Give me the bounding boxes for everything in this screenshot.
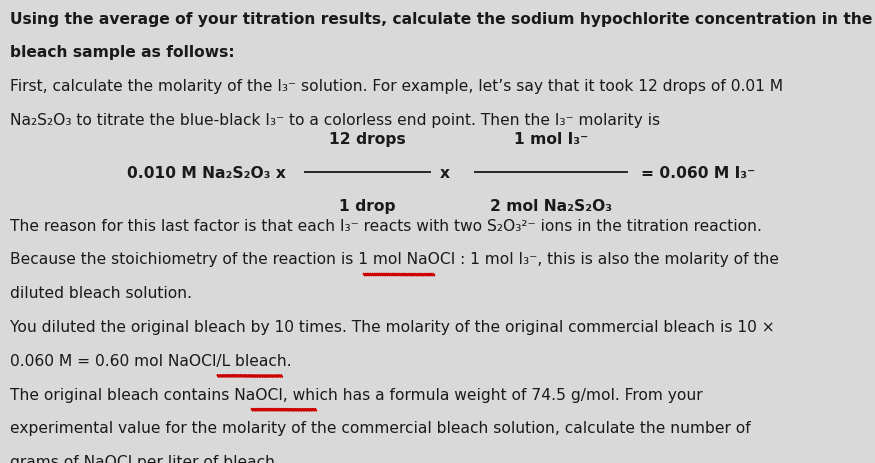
Text: Because the stoichiometry of the reaction is 1 mol NaOCl : 1 mol I₃⁻, this is al: Because the stoichiometry of the reactio…: [10, 252, 780, 267]
Text: diluted bleach solution.: diluted bleach solution.: [10, 286, 192, 301]
Text: First, calculate the molarity of the I₃⁻ solution. For example, let’s say that i: First, calculate the molarity of the I₃⁻…: [10, 79, 784, 94]
Text: 1 mol I₃⁻: 1 mol I₃⁻: [514, 132, 588, 147]
Text: The original bleach contains NaOCl, which has a formula weight of 74.5 g/mol. Fr: The original bleach contains NaOCl, whic…: [10, 388, 704, 402]
Text: Na₂S₂O₃ to titrate the blue-black I₃⁻ to a colorless end point. Then the I₃⁻ mol: Na₂S₂O₃ to titrate the blue-black I₃⁻ to…: [10, 113, 661, 128]
Text: 12 drops: 12 drops: [329, 132, 406, 147]
Text: You diluted the original bleach by 10 times. The molarity of the original commer: You diluted the original bleach by 10 ti…: [10, 320, 775, 335]
Text: 0.010 M Na₂S₂O₃ x: 0.010 M Na₂S₂O₃ x: [127, 166, 286, 181]
Text: = 0.060 M I₃⁻: = 0.060 M I₃⁻: [641, 166, 756, 181]
Text: bleach sample as follows:: bleach sample as follows:: [10, 45, 235, 60]
Text: grams of NaOCl per liter of bleach.: grams of NaOCl per liter of bleach.: [10, 455, 280, 463]
Text: Using the average of your titration results, calculate the sodium hypochlorite c: Using the average of your titration resu…: [10, 12, 873, 26]
Text: experimental value for the molarity of the commercial bleach solution, calculate: experimental value for the molarity of t…: [10, 421, 752, 436]
Text: 0.060 M = 0.60 mol NaOCl/L bleach.: 0.060 M = 0.60 mol NaOCl/L bleach.: [10, 354, 292, 369]
Text: 2 mol Na₂S₂O₃: 2 mol Na₂S₂O₃: [490, 199, 612, 214]
Text: x: x: [439, 166, 450, 181]
Text: The reason for this last factor is that each I₃⁻ reacts with two S₂O₃²⁻ ions in : The reason for this last factor is that …: [10, 219, 762, 233]
Text: 1 drop: 1 drop: [340, 199, 396, 214]
